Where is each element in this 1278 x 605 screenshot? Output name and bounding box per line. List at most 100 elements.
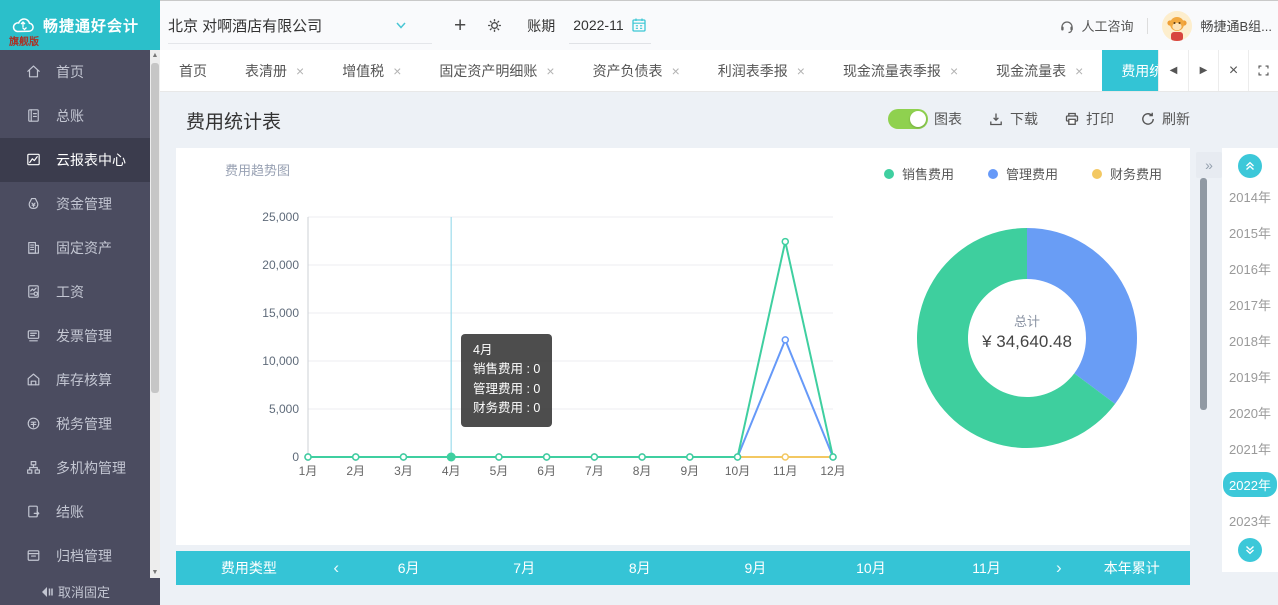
toggle-switch[interactable] xyxy=(888,109,928,129)
tab-close-icon[interactable]: × xyxy=(949,62,959,79)
tab-现金流量表季报[interactable]: 现金流量表季报 × xyxy=(824,50,977,91)
tab-close-icon[interactable]: × xyxy=(796,62,805,79)
sidebar-item-funds[interactable]: 资金管理 xyxy=(0,182,160,226)
username[interactable]: 畅捷通B组... xyxy=(1200,19,1272,34)
tab-首页[interactable]: 首页 xyxy=(160,50,226,91)
invoice-icon xyxy=(25,327,43,345)
sidebar-item-tax[interactable]: 税务管理 xyxy=(0,402,160,446)
tab-close-icon[interactable]: × xyxy=(546,62,555,79)
home-icon xyxy=(25,63,43,81)
tab-表清册[interactable]: 表清册 × xyxy=(226,50,323,91)
sidebar-item-salary[interactable]: 工资 xyxy=(0,270,160,314)
period-value: 2022-11 xyxy=(573,17,624,33)
tab-strip: 首页 表清册 × 增值税 × 固定资产明细账 × 资产负债表 × 利润表季报 × 现金流量表季报 × 现金… xyxy=(160,50,1158,91)
tab-固定资产明细账[interactable]: 固定资产明细账 × xyxy=(420,50,573,91)
next-months-button[interactable]: › xyxy=(1056,558,1062,577)
year-item-2016年[interactable]: 2016年 xyxy=(1229,261,1271,277)
svg-text:5,000: 5,000 xyxy=(269,402,299,416)
tab-label: 资产负债表 xyxy=(592,62,663,79)
svg-text:0: 0 xyxy=(292,450,299,464)
svg-text:5月: 5月 xyxy=(490,464,509,478)
sidebar-item-multi-org[interactable]: 多机构管理 xyxy=(0,446,160,490)
period-selector[interactable]: 2022-11 xyxy=(569,8,651,44)
sidebar-item-archive[interactable]: 归档管理 xyxy=(0,534,160,578)
tab-close-icon[interactable]: × xyxy=(671,62,680,79)
app-logo: 畅捷通好会计 旗舰版 xyxy=(0,0,160,50)
sidebar-scrollbar[interactable]: ▲ ▼ xyxy=(150,50,160,578)
scroll-tabs-right-button[interactable]: ▶ xyxy=(1188,50,1218,91)
column-ytd: 本年累计 xyxy=(1103,560,1160,576)
inventory-icon xyxy=(25,371,43,389)
year-item-2023年[interactable]: 2023年 xyxy=(1229,513,1271,529)
tab-close-icon[interactable]: × xyxy=(393,62,402,79)
year-item-2014年[interactable]: 2014年 xyxy=(1229,189,1271,205)
chart-view-toggle[interactable]: 图表 xyxy=(888,109,962,129)
year-item-2022年[interactable]: 2022年 xyxy=(1222,466,1278,502)
collapse-panel-button[interactable]: » xyxy=(1196,152,1222,178)
year-item-2017年[interactable]: 2017年 xyxy=(1229,297,1271,313)
tab-资产负债表[interactable]: 资产负债表 × xyxy=(574,50,699,91)
scrollbar-down-arrow-icon[interactable]: ▼ xyxy=(151,569,159,576)
sidebar-item-label: 云报表中心 xyxy=(56,152,126,168)
tab-close-icon[interactable]: × xyxy=(296,62,305,79)
sidebar-item-label: 归档管理 xyxy=(56,548,112,564)
avatar[interactable] xyxy=(1162,10,1193,41)
column-11月: 11月 xyxy=(972,560,1001,576)
company-selector[interactable]: 北京 对啊酒店有限公司 xyxy=(168,8,432,44)
sidebar-scrollbar-thumb[interactable] xyxy=(151,63,159,393)
add-button[interactable]: + xyxy=(454,14,467,37)
sidebar-item-fixed-assets[interactable]: 固定资产 xyxy=(0,226,160,270)
legend-item-销售费用[interactable]: 销售费用 xyxy=(883,164,954,183)
svg-text:6月: 6月 xyxy=(537,464,556,478)
sidebar-item-label: 资金管理 xyxy=(56,196,112,212)
closing-icon xyxy=(25,503,43,521)
year-item-2019年[interactable]: 2019年 xyxy=(1229,369,1271,385)
unpin-sidebar-button[interactable]: 取消固定 xyxy=(0,578,150,605)
fullscreen-button[interactable] xyxy=(1248,50,1278,91)
year-item-2015年[interactable]: 2015年 xyxy=(1229,225,1271,241)
sidebar-item-general-ledger[interactable]: 总账 xyxy=(0,94,160,138)
scroll-years-down-button[interactable] xyxy=(1238,538,1262,562)
legend-item-管理费用[interactable]: 管理费用 xyxy=(987,164,1058,183)
download-button[interactable]: 下载 xyxy=(988,109,1038,129)
sidebar-item-cloud-reports[interactable]: 云报表中心 xyxy=(0,138,160,182)
column-6月: 6月 xyxy=(397,560,420,576)
refresh-button[interactable]: 刷新 xyxy=(1140,109,1190,129)
legend-item-财务费用[interactable]: 财务费用 xyxy=(1091,164,1162,183)
sidebar-item-label: 发票管理 xyxy=(56,328,112,344)
svg-text:12月: 12月 xyxy=(820,464,845,478)
prev-months-button[interactable]: ‹ xyxy=(333,558,340,577)
print-button[interactable]: 打印 xyxy=(1064,109,1114,129)
svg-text:25,000: 25,000 xyxy=(262,210,299,224)
svg-text:7月: 7月 xyxy=(585,464,604,478)
support-button[interactable]: 人工咨询 xyxy=(1059,16,1133,35)
settings-gear-icon[interactable] xyxy=(486,17,503,34)
tab-现金流量表[interactable]: 现金流量表 × xyxy=(977,50,1102,91)
scroll-years-up-button[interactable] xyxy=(1238,154,1262,178)
sidebar-item-invoice[interactable]: 发票管理 xyxy=(0,314,160,358)
year-item-2021年[interactable]: 2021年 xyxy=(1229,441,1271,457)
vertical-scrollbar-thumb[interactable] xyxy=(1200,178,1207,410)
column-8月: 8月 xyxy=(628,560,651,576)
sidebar-item-label: 工资 xyxy=(56,284,84,300)
close-tab-button[interactable]: × xyxy=(1218,50,1248,91)
scrollbar-up-arrow-icon[interactable]: ▲ xyxy=(151,52,159,59)
sidebar-item-home[interactable]: 首页 xyxy=(0,50,160,94)
tab-close-icon[interactable]: × xyxy=(1075,62,1084,79)
tab-label: 增值税 xyxy=(342,62,385,79)
tab-增值税[interactable]: 增值税 × xyxy=(323,50,420,91)
year-item-2018年[interactable]: 2018年 xyxy=(1229,333,1271,349)
scroll-tabs-left-button[interactable]: ◀ xyxy=(1158,50,1188,91)
tab-bar: 首页 表清册 × 增值税 × 固定资产明细账 × 资产负债表 × 利润表季报 × 现金流量表季报 × 现金… xyxy=(160,50,1278,92)
svg-text:1月: 1月 xyxy=(299,464,318,478)
year-panel: 2014年 2015年 2016年 2017年 2018年 2019年 2020年 2021年… xyxy=(1222,148,1278,572)
sidebar-item-closing[interactable]: 结账 xyxy=(0,490,160,534)
year-item-2020年[interactable]: 2020年 xyxy=(1229,405,1271,421)
svg-text:15,000: 15,000 xyxy=(262,306,299,320)
logo-title: 畅捷通好会计 xyxy=(43,17,140,35)
legend-label: 管理费用 xyxy=(1005,167,1058,182)
tab-利润表季报[interactable]: 利润表季报 × xyxy=(699,50,824,91)
sidebar-item-inventory[interactable]: 库存核算 xyxy=(0,358,160,402)
tab-label: 表清册 xyxy=(245,62,287,79)
tab-费用统计表[interactable]: 费用统计表× xyxy=(1102,50,1158,91)
